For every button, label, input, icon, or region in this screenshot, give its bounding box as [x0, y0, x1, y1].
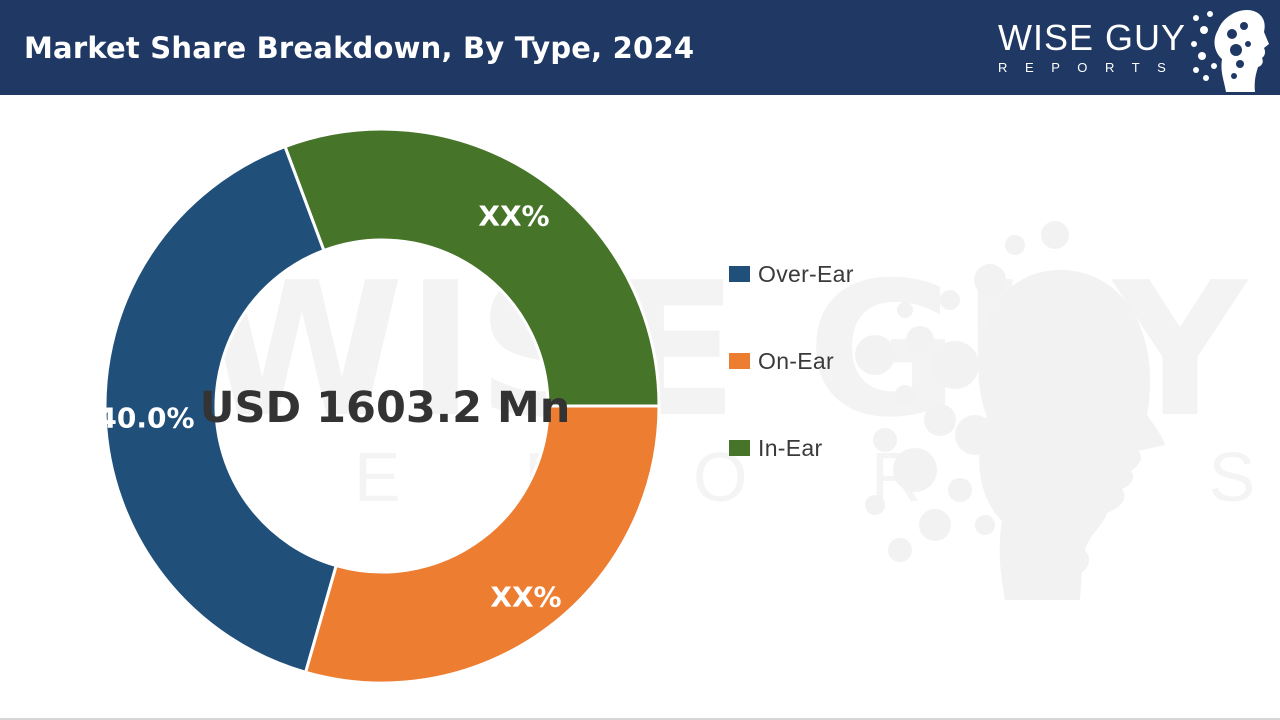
logo-head-icon	[1191, 9, 1269, 92]
slice-label-on-ear: XX%	[490, 580, 562, 614]
watermark-head-icon	[855, 221, 1165, 600]
brand-logo: WISE GUY R E P O R T S	[997, 5, 1270, 92]
legend-label-over-ear: Over-Ear	[758, 260, 854, 287]
legend-item-over-ear[interactable]: Over-Ear	[729, 259, 854, 289]
chart-legend: Over-Ear On-Ear In-Ear	[729, 259, 854, 463]
logo-wordmark: WISE GUY	[997, 17, 1186, 58]
slice-in-ear[interactable]	[283, 127, 661, 408]
slice-on-ear[interactable]	[304, 404, 661, 685]
header: Market Share Breakdown, By Type, 2024 WI…	[0, 0, 1280, 95]
legend-swatch-in-ear	[729, 440, 750, 456]
bottom-divider	[0, 718, 1280, 720]
legend-swatch-on-ear	[729, 353, 750, 369]
donut-chart	[103, 127, 661, 685]
legend-item-on-ear[interactable]: On-Ear	[729, 346, 854, 376]
slice-over-ear[interactable]	[103, 145, 338, 674]
legend-label-in-ear: In-Ear	[758, 434, 823, 461]
chart-center-value: USD 1603.2 Mn	[199, 383, 571, 433]
page-title: Market Share Breakdown, By Type, 2024	[24, 30, 695, 65]
logo-subtitle: R E P O R T S	[997, 60, 1173, 75]
slice-label-over-ear: 40.0%	[97, 401, 195, 435]
slice-label-in-ear: XX%	[478, 199, 550, 233]
legend-item-in-ear[interactable]: In-Ear	[729, 433, 854, 463]
legend-label-on-ear: On-Ear	[758, 347, 834, 374]
legend-swatch-over-ear	[729, 266, 750, 282]
